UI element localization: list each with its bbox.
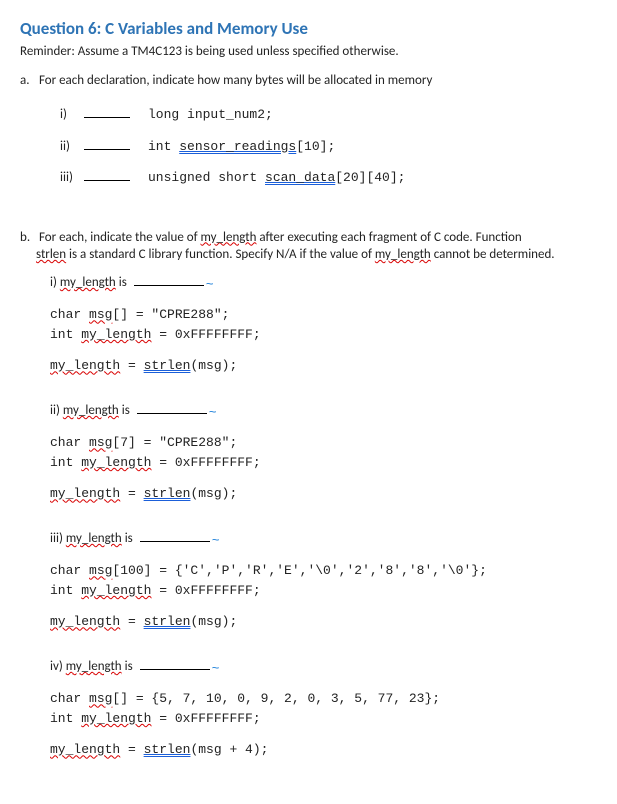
- code-block: my_length = strlen(msg + 4);: [50, 740, 597, 760]
- blank-line: [134, 275, 204, 286]
- blank-line: [84, 107, 130, 118]
- blank-line: [84, 170, 130, 181]
- code-block: char msg[] = {5, 7, 10, 0, 9, 2, 0, 3, 5…: [50, 689, 597, 728]
- code-block: my_length = strlen(msg);: [50, 484, 597, 504]
- part-b-prompt: For each, indicate the value of my_lengt…: [20, 230, 555, 263]
- squiggle-icon: ~: [212, 533, 220, 548]
- part-b-item: iv) my_length is ~ char msg[] = {5, 7, 10…: [50, 658, 597, 760]
- part-a-prompt: For each declaration, indicate how many …: [39, 73, 432, 88]
- code-block: char msg[7] = "CPRE288";int my_length = …: [50, 433, 597, 472]
- question-title: Question 6: C Variables and Memory Use: [20, 18, 597, 41]
- part-b-item: ii) my_length is ~ char msg[7] = "CPRE288…: [50, 402, 597, 504]
- code-block: char msg[] = "CPRE288";int my_length = 0…: [50, 305, 597, 344]
- answer-line: iii) my_length is ~: [50, 530, 597, 548]
- squiggle-icon: ~: [209, 405, 217, 420]
- part-b: b. For each, indicate the value of my_le…: [20, 229, 597, 264]
- roman-ii: ii): [60, 138, 84, 156]
- answer-line: i) my_length is ~: [50, 274, 597, 292]
- part-a-item-3: iii) unsigned short scan_data[20][40];: [60, 169, 597, 187]
- decl-code: int sensor_readings[10];: [148, 138, 335, 156]
- part-b-item: iii) my_length is ~ char msg[100] = {'C',…: [50, 530, 597, 632]
- part-a-item-2: ii) int sensor_readings[10];: [60, 138, 597, 156]
- squiggle-icon: ~: [212, 661, 220, 676]
- roman-i: i): [60, 106, 84, 124]
- part-b-letter: b.: [20, 229, 36, 247]
- code-block: my_length = strlen(msg);: [50, 612, 597, 632]
- code-block: char msg[100] = {'C','P','R','E','\0','2…: [50, 561, 597, 600]
- blank-line: [140, 659, 210, 670]
- blank-line: [140, 531, 210, 542]
- answer-line: iv) my_length is ~: [50, 658, 597, 676]
- part-a-list: i) long input_num2; ii) int sensor_readi…: [60, 106, 597, 187]
- blank-line: [84, 139, 130, 150]
- squiggle-icon: ~: [206, 277, 214, 292]
- part-b-item: i) my_length is ~ char msg[] = "CPRE288";…: [50, 274, 597, 376]
- decl-code: long input_num2;: [148, 106, 273, 124]
- roman-iii: iii): [60, 169, 84, 187]
- answer-line: ii) my_length is ~: [50, 402, 597, 420]
- part-a: a. For each declaration, indicate how ma…: [20, 72, 597, 90]
- code-block: my_length = strlen(msg);: [50, 356, 597, 376]
- part-a-letter: a.: [20, 72, 36, 90]
- part-a-item-1: i) long input_num2;: [60, 106, 597, 124]
- reminder-text: Reminder: Assume a TM4C123 is being used…: [20, 43, 597, 61]
- decl-code: unsigned short scan_data[20][40];: [148, 169, 405, 187]
- blank-line: [137, 403, 207, 414]
